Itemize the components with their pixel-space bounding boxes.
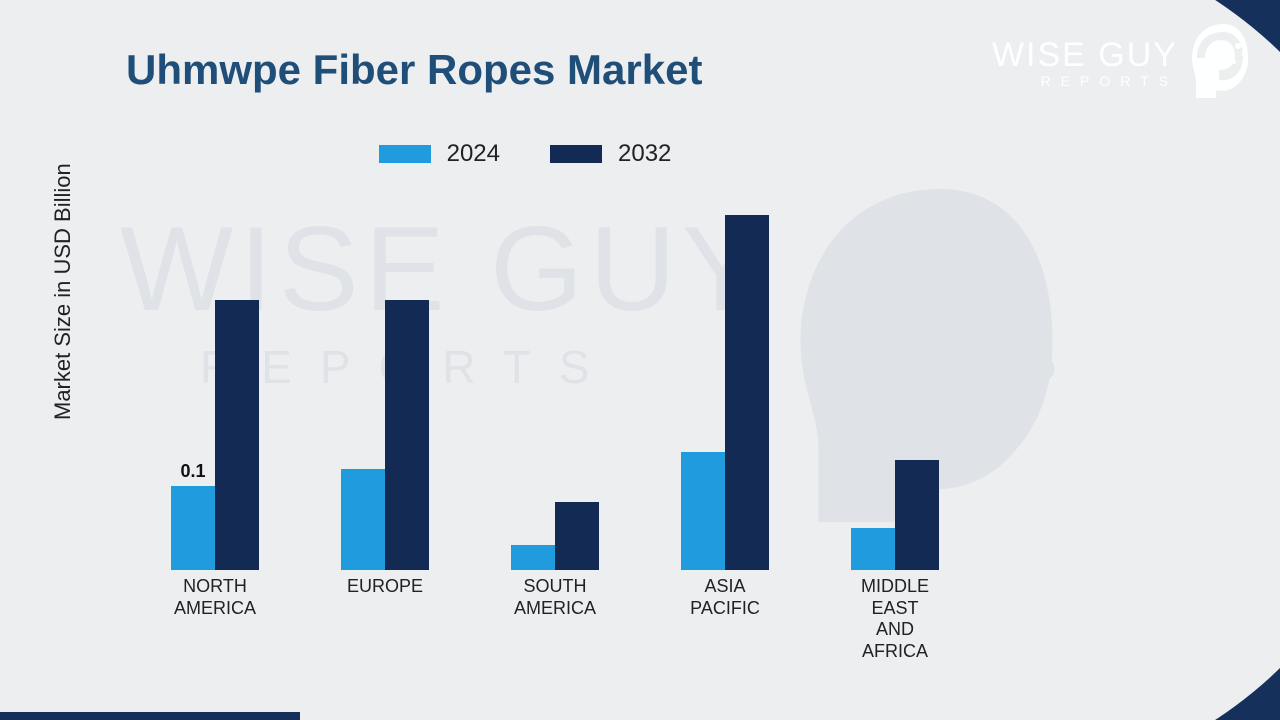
bar-2024 xyxy=(171,486,215,570)
bar-value-label: 0.1 xyxy=(171,461,215,482)
bar-group: EUROPE xyxy=(320,190,450,570)
chart-canvas: WISE GUY REPORTS Uhmwpe Fiber Ropes Mark… xyxy=(0,0,1280,720)
plot-area: 0.1NORTH AMERICA EUROPE SOUTH AMERICA ASIA … xyxy=(140,190,960,570)
bar-group: MIDDLE EAST AND AFRICA xyxy=(830,190,960,570)
category-label: MIDDLE EAST AND AFRICA xyxy=(830,576,960,662)
logo-main-text: WISE GUY xyxy=(992,36,1178,75)
category-label: SOUTH AMERICA xyxy=(490,576,620,619)
chart-title: Uhmwpe Fiber Ropes Market xyxy=(126,46,702,94)
bars-wrap xyxy=(830,190,960,570)
bar-2024 xyxy=(341,469,385,570)
legend-swatch-2032 xyxy=(550,145,602,163)
bar-2032 xyxy=(385,300,429,570)
legend-label-2032: 2032 xyxy=(618,140,671,168)
bar-2024 xyxy=(511,545,555,570)
brand-logo: WISE GUY REPORTS xyxy=(992,22,1258,102)
bars-wrap xyxy=(320,190,450,570)
logo-head-icon xyxy=(1188,22,1258,102)
bar-2024 xyxy=(851,528,895,570)
bars-wrap xyxy=(490,190,620,570)
chart-area: Market Size in USD Billion 2024 2032 0.1… xyxy=(90,140,960,680)
bar-2032 xyxy=(555,502,599,570)
legend-item-2024: 2024 xyxy=(379,140,500,168)
logo-sub-text: REPORTS xyxy=(992,73,1178,89)
bar-group: 0.1NORTH AMERICA xyxy=(150,190,280,570)
bottom-strip xyxy=(0,712,300,720)
category-label: ASIA PACIFIC xyxy=(660,576,790,619)
bar-2032 xyxy=(895,460,939,570)
bars-wrap xyxy=(150,190,280,570)
bar-2032 xyxy=(725,215,769,570)
bar-2032 xyxy=(215,300,259,570)
bar-group: SOUTH AMERICA xyxy=(490,190,620,570)
legend-label-2024: 2024 xyxy=(447,140,500,168)
bars-wrap xyxy=(660,190,790,570)
y-axis-label: Market Size in USD Billion xyxy=(50,163,76,420)
legend-item-2032: 2032 xyxy=(550,140,671,168)
right-panel xyxy=(980,0,1280,720)
bar-group: ASIA PACIFIC xyxy=(660,190,790,570)
category-label: NORTH AMERICA xyxy=(150,576,280,619)
legend: 2024 2032 xyxy=(90,140,960,168)
bar-2024 xyxy=(681,452,725,570)
legend-swatch-2024 xyxy=(379,145,431,163)
category-label: EUROPE xyxy=(320,576,450,598)
